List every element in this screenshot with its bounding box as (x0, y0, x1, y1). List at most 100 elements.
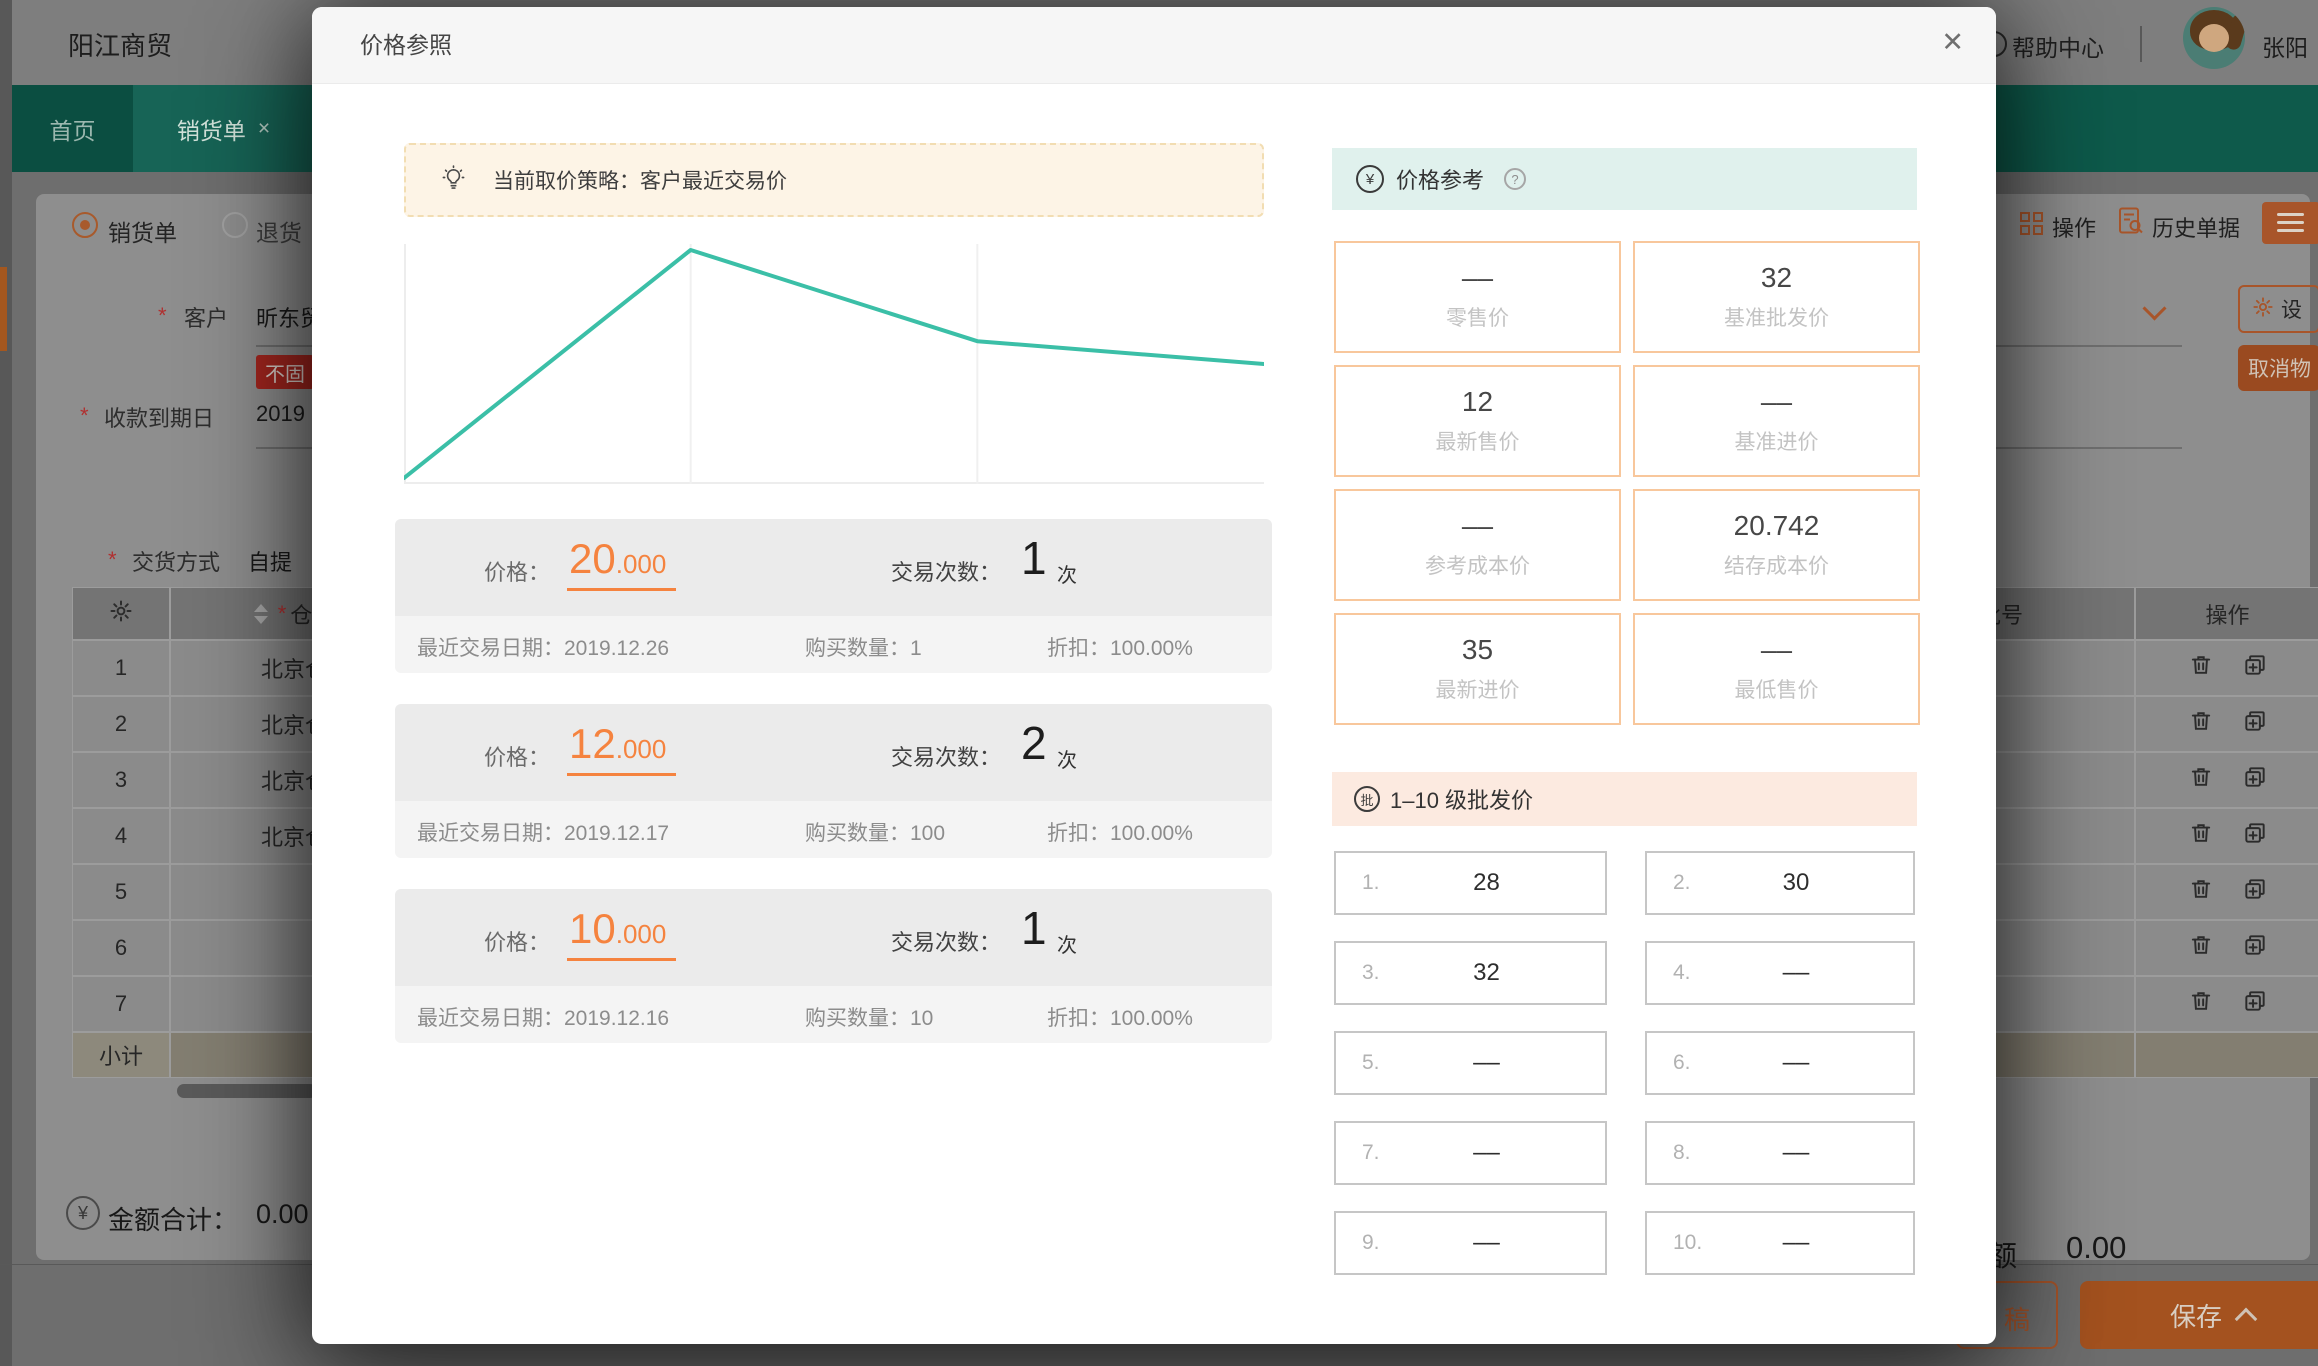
price-reference-box[interactable]: 35 最新进价 (1334, 613, 1621, 725)
settings-button[interactable]: 设 (2238, 285, 2318, 333)
wholesale-tier-box[interactable]: 3. 32 (1334, 941, 1607, 1005)
delivery-field[interactable]: 自提 (248, 550, 293, 575)
price-label: 价格： (484, 930, 551, 955)
subtotal-label: 小计 (98, 1044, 143, 1069)
amount-value: 0.00 (2066, 1230, 2127, 1265)
wholesale-tier-box[interactable]: 4. –– (1645, 941, 1915, 1005)
transaction-card-details: 最近交易日期：2019.12.16 购买数量：10 折扣：100.00% (395, 986, 1272, 1043)
discount: 折扣：100.00% (1047, 637, 1193, 660)
strategy-banner: 当前取价策略：客户最近交易价 (404, 143, 1264, 217)
topbar-divider (2140, 26, 2142, 62)
price-value-link[interactable]: 20.000 (567, 535, 677, 591)
row-number-cell: 7 (72, 976, 170, 1032)
wholesale-tier-box[interactable]: 8. –– (1645, 1121, 1915, 1185)
wholesale-tier-box[interactable]: 5. –– (1334, 1031, 1607, 1095)
radio-sales-order[interactable] (72, 212, 98, 238)
wholesale-tier-box[interactable]: 9. –– (1334, 1211, 1607, 1275)
wholesale-tier-box[interactable]: 6. –– (1645, 1031, 1915, 1095)
radio-return[interactable] (222, 212, 248, 238)
row-number-cell: 6 (72, 920, 170, 976)
wholesale-tier-value: –– (1473, 1229, 1500, 1256)
price-reference-box[interactable]: –– 基准进价 (1633, 365, 1920, 477)
wholesale-title: 1–10 级批发价 (1390, 788, 1534, 813)
history-documents-menu[interactable]: 历史单据 (2152, 216, 2241, 241)
wholesale-tier-number: 2. (1673, 871, 1691, 894)
history-doc-icon (2118, 206, 2144, 242)
radio-sales-label[interactable]: 销货单 (108, 220, 177, 246)
amount-total-value: 0.00 (256, 1199, 309, 1229)
price-reference-box[interactable]: –– 最低售价 (1633, 613, 1920, 725)
radio-return-label[interactable]: 退货 (256, 220, 302, 246)
delete-row-icon[interactable] (2188, 988, 2214, 1020)
sort-icon[interactable] (253, 603, 268, 624)
transaction-count-unit: 次 (1057, 750, 1077, 772)
left-rail-accent (0, 267, 7, 351)
wholesale-tier-number: 5. (1362, 1051, 1380, 1074)
tab-home-label: 首页 (49, 117, 96, 144)
price-reference-label: 基准批发价 (1724, 307, 1829, 330)
cancel-logistics-button[interactable]: 取消物 (2238, 345, 2318, 391)
price-value-link[interactable]: 12.000 (567, 720, 677, 776)
price-reference-label: 基准进价 (1734, 431, 1819, 454)
wholesale-tier-box[interactable]: 10. –– (1645, 1211, 1915, 1275)
price-reference-box[interactable]: –– 参考成本价 (1334, 489, 1621, 601)
ops-column-header: 操作 (2135, 587, 2318, 640)
price-reference-box[interactable]: 20.742 结存成本价 (1633, 489, 1920, 601)
delete-row-icon[interactable] (2188, 764, 2214, 796)
last-transaction-date: 最近交易日期：2019.12.16 (417, 1007, 670, 1030)
price-label: 价格： (484, 560, 551, 585)
save-button[interactable]: 保存 (2080, 1281, 2318, 1349)
copy-row-icon[interactable] (2242, 820, 2268, 852)
avatar[interactable] (2183, 7, 2245, 69)
delete-row-icon[interactable] (2188, 876, 2214, 908)
price-reference-value: –– (1760, 634, 1793, 665)
avatar-face (2199, 24, 2229, 52)
delete-row-icon[interactable] (2188, 932, 2214, 964)
wholesale-tier-box[interactable]: 7. –– (1334, 1121, 1607, 1185)
delete-row-icon[interactable] (2188, 820, 2214, 852)
copy-row-icon[interactable] (2242, 652, 2268, 684)
price-reference-value: 20.742 (1733, 510, 1820, 541)
price-reference-box[interactable]: 12 最新售价 (1334, 365, 1621, 477)
user-name[interactable]: 张阳 (2262, 35, 2308, 61)
copy-row-icon[interactable] (2242, 932, 2268, 964)
horizontal-scrollbar[interactable] (177, 1084, 317, 1098)
price-reference-label: 结存成本价 (1724, 555, 1829, 578)
tab-home[interactable]: 首页 (12, 85, 133, 172)
wholesale-tier-number: 7. (1362, 1141, 1380, 1164)
operations-menu[interactable]: 操作 (2052, 216, 2097, 241)
customer-label: 客户 (184, 306, 229, 331)
hamburger-menu-button[interactable] (2262, 202, 2318, 244)
due-date-field[interactable]: 2019 (256, 401, 305, 426)
price-reference-box[interactable]: 32 基准批发价 (1633, 241, 1920, 353)
delete-row-icon[interactable] (2188, 652, 2214, 684)
question-icon[interactable]: ? (1504, 168, 1527, 190)
row-number-cell: 4 (72, 808, 170, 864)
price-trend-chart (402, 244, 1266, 484)
purchase-quantity: 购买数量：100 (805, 822, 946, 845)
copy-row-icon[interactable] (2242, 876, 2268, 908)
delete-row-icon[interactable] (2188, 708, 2214, 740)
yen-icon: ¥ (66, 1196, 100, 1230)
price-reference-label: 最新进价 (1435, 679, 1520, 702)
copy-row-icon[interactable] (2242, 708, 2268, 740)
lightbulb-icon (440, 164, 467, 196)
price-reference-label: 最新售价 (1435, 431, 1520, 454)
price-reference-grid: –– 零售价 32 基准批发价 12 最新售价 –– 基准进价 –– 参考成本价… (1334, 241, 1920, 725)
price-value-link[interactable]: 10.000 (567, 905, 677, 961)
customer-field[interactable]: 昕东贸 (256, 306, 323, 331)
table-settings-header[interactable] (72, 587, 170, 640)
wholesale-tier-box[interactable]: 2. 30 (1645, 851, 1915, 915)
tab-close-icon[interactable]: × (257, 116, 271, 140)
price-reference-box[interactable]: –– 零售价 (1334, 241, 1621, 353)
wholesale-tier-box[interactable]: 1. 28 (1334, 851, 1607, 915)
close-icon[interactable]: ✕ (1941, 27, 1964, 57)
draft-button[interactable]: 稿 (1956, 1281, 2058, 1349)
transaction-card-main: 价格： 20.000 交易次数： 1 次 (395, 519, 1272, 616)
wholesale-tier-value: –– (1473, 1139, 1500, 1166)
copy-row-icon[interactable] (2242, 764, 2268, 796)
copy-row-icon[interactable] (2242, 988, 2268, 1020)
price-reference-modal: 价格参照 ✕ 当前取价策略：客户最近交易价 价格： 20.000 (312, 7, 1996, 1344)
help-center-link[interactable]: 帮助中心 (2012, 35, 2104, 61)
tab-sales-order[interactable]: 销货单 × (133, 85, 314, 172)
